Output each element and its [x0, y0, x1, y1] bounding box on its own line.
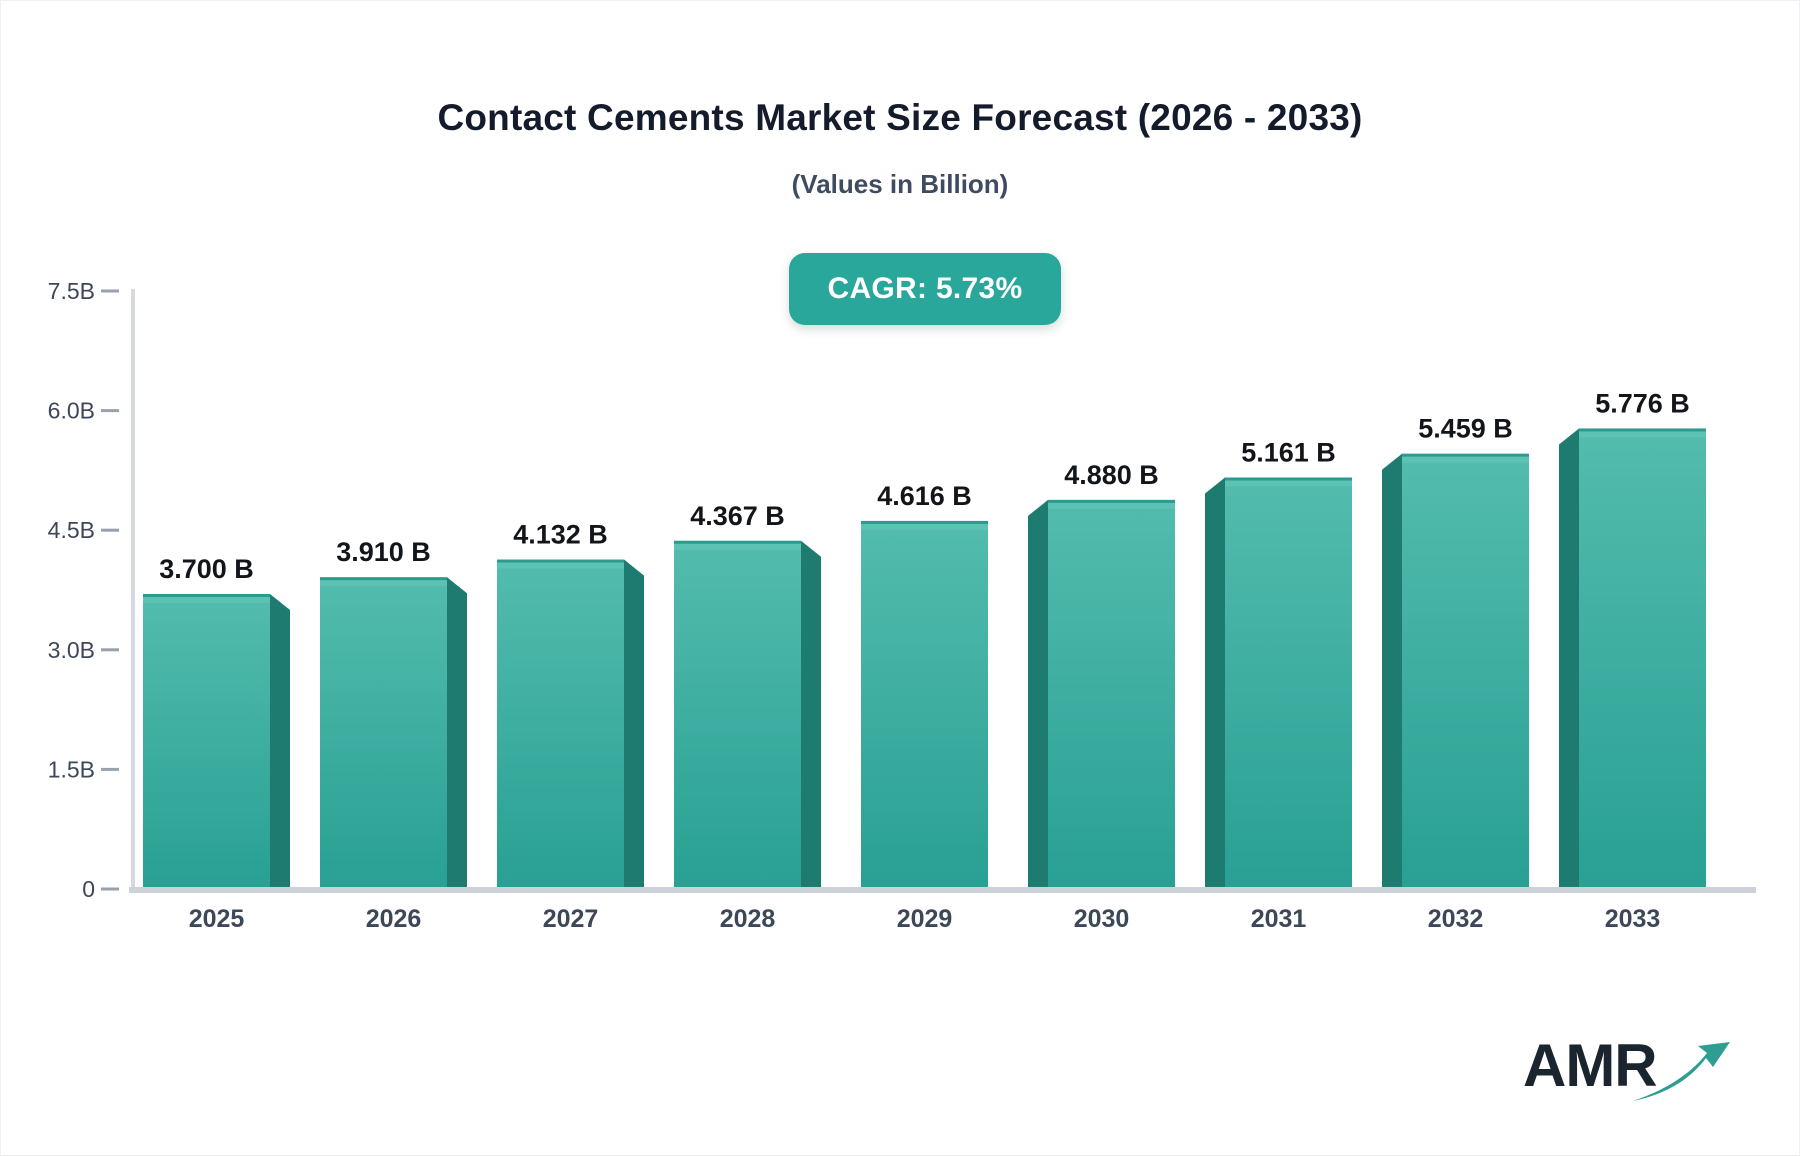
x-axis-label: 2029 [897, 905, 953, 933]
y-axis-label: 0 [82, 876, 95, 902]
bar-front-face [497, 559, 624, 889]
x-axis-label: 2033 [1605, 905, 1661, 933]
bar-top-cap [1225, 480, 1352, 487]
x-axis-label: 2026 [366, 905, 422, 933]
bar-side-face [801, 540, 821, 889]
bar-value-label: 3.910 B [336, 537, 431, 567]
bar-top-edge [1402, 453, 1529, 457]
bar-value-label: 4.616 B [877, 481, 972, 511]
y-axis-tick [101, 528, 119, 532]
y-axis-tick [101, 409, 119, 413]
bar-value-label: 5.459 B [1418, 414, 1513, 444]
bar-top-cap [1402, 456, 1529, 463]
x-axis-line [129, 887, 1756, 893]
bar-2030: 4.880 B 2030 [1028, 460, 1175, 933]
x-axis-label: 2030 [1074, 905, 1130, 933]
bar-top-edge [1048, 499, 1175, 503]
bar-2032: 5.459 B 2032 [1382, 414, 1529, 933]
bar-front-face [143, 593, 270, 889]
bar-2027: 4.132 B 2027 [497, 520, 644, 933]
y-axis-line [131, 289, 135, 889]
bar-top-cap [320, 580, 447, 587]
bar-top-cap [674, 543, 801, 550]
bar-top-cap [143, 596, 270, 603]
bar-2028: 4.367 B 2028 [674, 501, 821, 933]
y-axis-label: 4.5B [48, 517, 95, 543]
cagr-badge: CAGR: 5.73% [789, 253, 1061, 325]
bar-side-face [1028, 499, 1048, 889]
x-axis-label: 2025 [189, 905, 245, 933]
y-axis-label: 3.0B [48, 637, 95, 663]
y-axis-tick [101, 887, 119, 891]
bar-front-face [320, 577, 447, 889]
bar-top-edge [1579, 428, 1706, 432]
bar-side-face [1559, 428, 1579, 889]
y-axis-label: 6.0B [48, 398, 95, 424]
bar-side-face [624, 559, 644, 889]
y-axis-tick [101, 648, 119, 652]
chart-subtitle: (Values in Billion) [791, 169, 1009, 199]
bar-front-face [1225, 477, 1352, 889]
bar-2031: 5.161 B 2031 [1205, 437, 1352, 933]
bar-2026: 3.910 B 2026 [320, 537, 467, 933]
x-axis-label: 2032 [1428, 905, 1484, 933]
chart-title: Contact Cements Market Size Forecast (20… [437, 97, 1363, 138]
x-axis-label: 2028 [720, 905, 776, 933]
bar-value-label: 5.161 B [1241, 437, 1336, 467]
bar-top-edge [674, 540, 801, 544]
bar-front-face [1579, 428, 1706, 889]
bar-top-cap [861, 523, 988, 530]
y-axis-label: 1.5B [48, 756, 95, 782]
x-axis-label: 2027 [543, 905, 599, 933]
bar-side-face [270, 593, 290, 889]
bar-value-label: 3.700 B [159, 554, 254, 584]
bar-value-label: 4.880 B [1064, 460, 1159, 490]
growth-arrow-icon [1633, 1042, 1730, 1101]
amr-logo: AMR [1523, 1031, 1733, 1121]
bar-top-edge [320, 577, 447, 581]
bar-front-face [861, 520, 988, 889]
x-axis-label: 2031 [1251, 905, 1307, 933]
bar-2033: 5.776 B 2033 [1559, 388, 1706, 933]
bar-2025: 3.700 B 2025 [143, 554, 290, 933]
bar-value-label: 4.367 B [690, 501, 785, 531]
bar-side-face [447, 577, 467, 889]
bar-top-cap [1579, 431, 1706, 438]
bar-top-edge [497, 559, 624, 563]
bar-top-cap [1048, 502, 1175, 509]
bar-top-edge [861, 520, 988, 524]
bar-top-edge [143, 593, 270, 597]
bar-side-face [1382, 453, 1402, 889]
cagr-badge-label: CAGR: 5.73% [827, 272, 1023, 305]
bar-value-label: 5.776 B [1595, 388, 1690, 418]
amr-logo-text: AMR [1523, 1032, 1658, 1099]
bar-top-cap [497, 562, 624, 569]
bar-front-face [1402, 453, 1529, 889]
bar-front-face [674, 540, 801, 889]
y-axis-label: 7.5B [48, 278, 95, 304]
bar-side-face [1205, 477, 1225, 889]
y-axis-tick [101, 289, 119, 293]
bar-top-edge [1225, 477, 1352, 481]
bar-value-label: 4.132 B [513, 520, 608, 550]
y-axis-tick [101, 767, 119, 771]
bar-front-face [1048, 499, 1175, 889]
bar-2029: 4.616 B 2029 [861, 481, 988, 933]
